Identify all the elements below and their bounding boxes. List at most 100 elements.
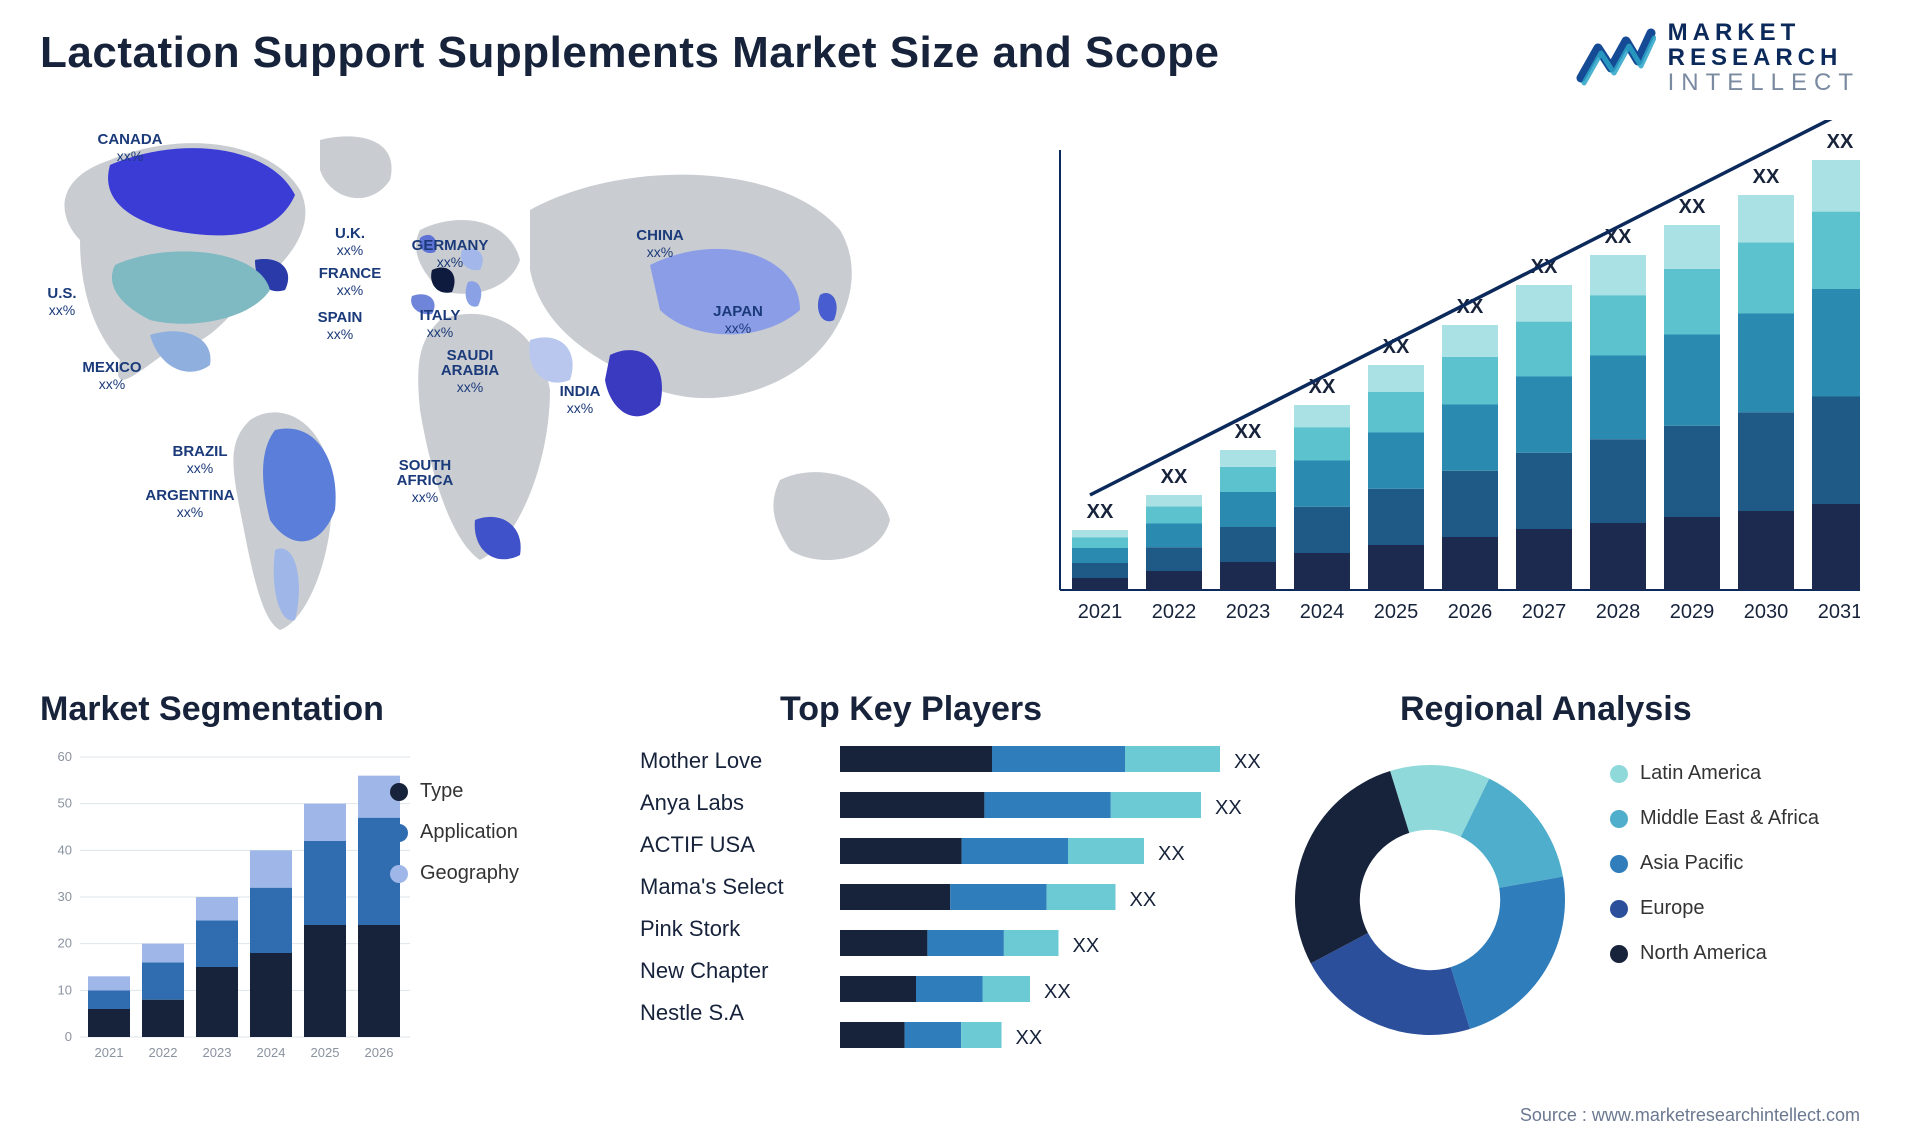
legend-label: Type: [420, 780, 463, 803]
legend-label: Latin America: [1640, 762, 1761, 785]
legend-dot-icon: [390, 865, 408, 883]
legend-dot-icon: [390, 824, 408, 842]
svg-text:2028: 2028: [1596, 601, 1641, 623]
svg-text:AFRICA: AFRICA: [397, 472, 454, 489]
svg-text:xx%: xx%: [337, 282, 363, 298]
svg-text:xx%: xx%: [647, 244, 673, 260]
legend-dot-icon: [1610, 810, 1628, 828]
segmentation-title: Market Segmentation: [40, 690, 600, 729]
legend-label: Asia Pacific: [1640, 852, 1743, 875]
svg-text:XX: XX: [1130, 889, 1157, 911]
legend-label: Geography: [420, 862, 519, 885]
svg-text:2024: 2024: [257, 1045, 286, 1060]
svg-text:XX: XX: [1087, 501, 1114, 523]
svg-text:2021: 2021: [1078, 601, 1123, 623]
svg-text:XX: XX: [1016, 1027, 1043, 1049]
logo-line1: MARKET: [1668, 20, 1860, 45]
svg-text:xx%: xx%: [457, 379, 483, 395]
key-players-title: Top Key Players: [780, 690, 1260, 729]
logo-mark-icon: [1576, 23, 1656, 93]
key-player-name: Mama's Select: [640, 874, 784, 900]
svg-text:JAPAN: JAPAN: [713, 303, 763, 320]
svg-text:xx%: xx%: [567, 400, 593, 416]
svg-text:2026: 2026: [1448, 601, 1493, 623]
svg-text:ITALY: ITALY: [420, 307, 461, 324]
svg-text:xx%: xx%: [99, 376, 125, 392]
logo-line2: RESEARCH: [1668, 45, 1860, 70]
svg-text:xx%: xx%: [177, 504, 203, 520]
regional-legend-item: Middle East & Africa: [1610, 807, 1819, 830]
svg-text:CHINA: CHINA: [636, 227, 684, 244]
svg-text:60: 60: [58, 749, 72, 764]
svg-text:2025: 2025: [311, 1045, 340, 1060]
svg-text:2024: 2024: [1300, 601, 1345, 623]
svg-text:xx%: xx%: [49, 302, 75, 318]
regional-legend: Latin America Middle East & Africa Asia Pa…: [1610, 762, 1819, 965]
svg-text:2027: 2027: [1522, 601, 1567, 623]
svg-text:XX: XX: [1073, 935, 1100, 957]
legend-label: Application: [420, 821, 518, 844]
svg-text:2023: 2023: [203, 1045, 232, 1060]
svg-text:20: 20: [58, 936, 72, 951]
svg-text:XX: XX: [1215, 797, 1242, 819]
svg-text:xx%: xx%: [427, 324, 453, 340]
svg-text:ARABIA: ARABIA: [441, 362, 499, 379]
regional-title: Regional Analysis: [1400, 690, 1860, 729]
svg-text:XX: XX: [1044, 981, 1071, 1003]
svg-text:xx%: xx%: [437, 254, 463, 270]
svg-text:XX: XX: [1605, 226, 1632, 248]
regional-legend-item: Asia Pacific: [1610, 852, 1819, 875]
key-player-name: Anya Labs: [640, 790, 784, 816]
segmentation-legend-item: Type: [390, 780, 519, 803]
source-attribution: Source : www.marketresearchintellect.com: [1520, 1105, 1860, 1126]
svg-text:2031: 2031: [1818, 601, 1860, 623]
svg-text:2021: 2021: [95, 1045, 124, 1060]
svg-text:U.S.: U.S.: [47, 285, 76, 302]
page-title: Lactation Support Supplements Market Siz…: [40, 28, 1219, 78]
svg-text:40: 40: [58, 842, 72, 857]
svg-text:xx%: xx%: [412, 489, 438, 505]
key-player-name: Pink Stork: [640, 916, 784, 942]
svg-text:xx%: xx%: [117, 148, 143, 164]
svg-text:xx%: xx%: [327, 326, 353, 342]
key-player-name: Nestle S.A: [640, 1000, 784, 1026]
legend-dot-icon: [1610, 765, 1628, 783]
legend-dot-icon: [1610, 900, 1628, 918]
svg-text:XX: XX: [1158, 843, 1185, 865]
legend-label: North America: [1640, 942, 1767, 965]
top-key-players-section: Top Key Players Mother LoveAnya LabsACTI…: [640, 690, 1260, 729]
svg-text:2022: 2022: [149, 1045, 178, 1060]
svg-text:2023: 2023: [1226, 601, 1271, 623]
svg-text:XX: XX: [1235, 421, 1262, 443]
legend-dot-icon: [1610, 855, 1628, 873]
svg-text:xx%: xx%: [725, 320, 751, 336]
logo-line3: INTELLECT: [1668, 70, 1860, 95]
svg-text:xx%: xx%: [187, 460, 213, 476]
svg-text:XX: XX: [1827, 131, 1854, 153]
regional-legend-item: North America: [1610, 942, 1819, 965]
svg-text:XX: XX: [1679, 196, 1706, 218]
svg-text:XX: XX: [1161, 466, 1188, 488]
key-player-name: ACTIF USA: [640, 832, 784, 858]
legend-dot-icon: [390, 783, 408, 801]
svg-text:MEXICO: MEXICO: [82, 359, 142, 376]
svg-text:ARGENTINA: ARGENTINA: [145, 487, 234, 504]
svg-text:10: 10: [58, 982, 72, 997]
svg-text:2030: 2030: [1744, 601, 1789, 623]
svg-text:xx%: xx%: [337, 242, 363, 258]
svg-text:SPAIN: SPAIN: [318, 309, 363, 326]
svg-text:INDIA: INDIA: [560, 383, 601, 400]
legend-dot-icon: [1610, 945, 1628, 963]
svg-text:0: 0: [65, 1029, 72, 1044]
svg-text:GERMANY: GERMANY: [412, 237, 489, 254]
key-player-name: Mother Love: [640, 748, 784, 774]
svg-text:2022: 2022: [1152, 601, 1197, 623]
svg-text:CANADA: CANADA: [98, 131, 163, 148]
world-map: CANADAxx%U.S.xx%MEXICOxx%BRAZILxx%ARGENT…: [20, 120, 940, 640]
svg-text:XX: XX: [1309, 376, 1336, 398]
svg-text:BRAZIL: BRAZIL: [173, 443, 228, 460]
svg-text:50: 50: [58, 796, 72, 811]
svg-text:XX: XX: [1753, 166, 1780, 188]
regional-legend-item: Latin America: [1610, 762, 1819, 785]
svg-text:30: 30: [58, 889, 72, 904]
